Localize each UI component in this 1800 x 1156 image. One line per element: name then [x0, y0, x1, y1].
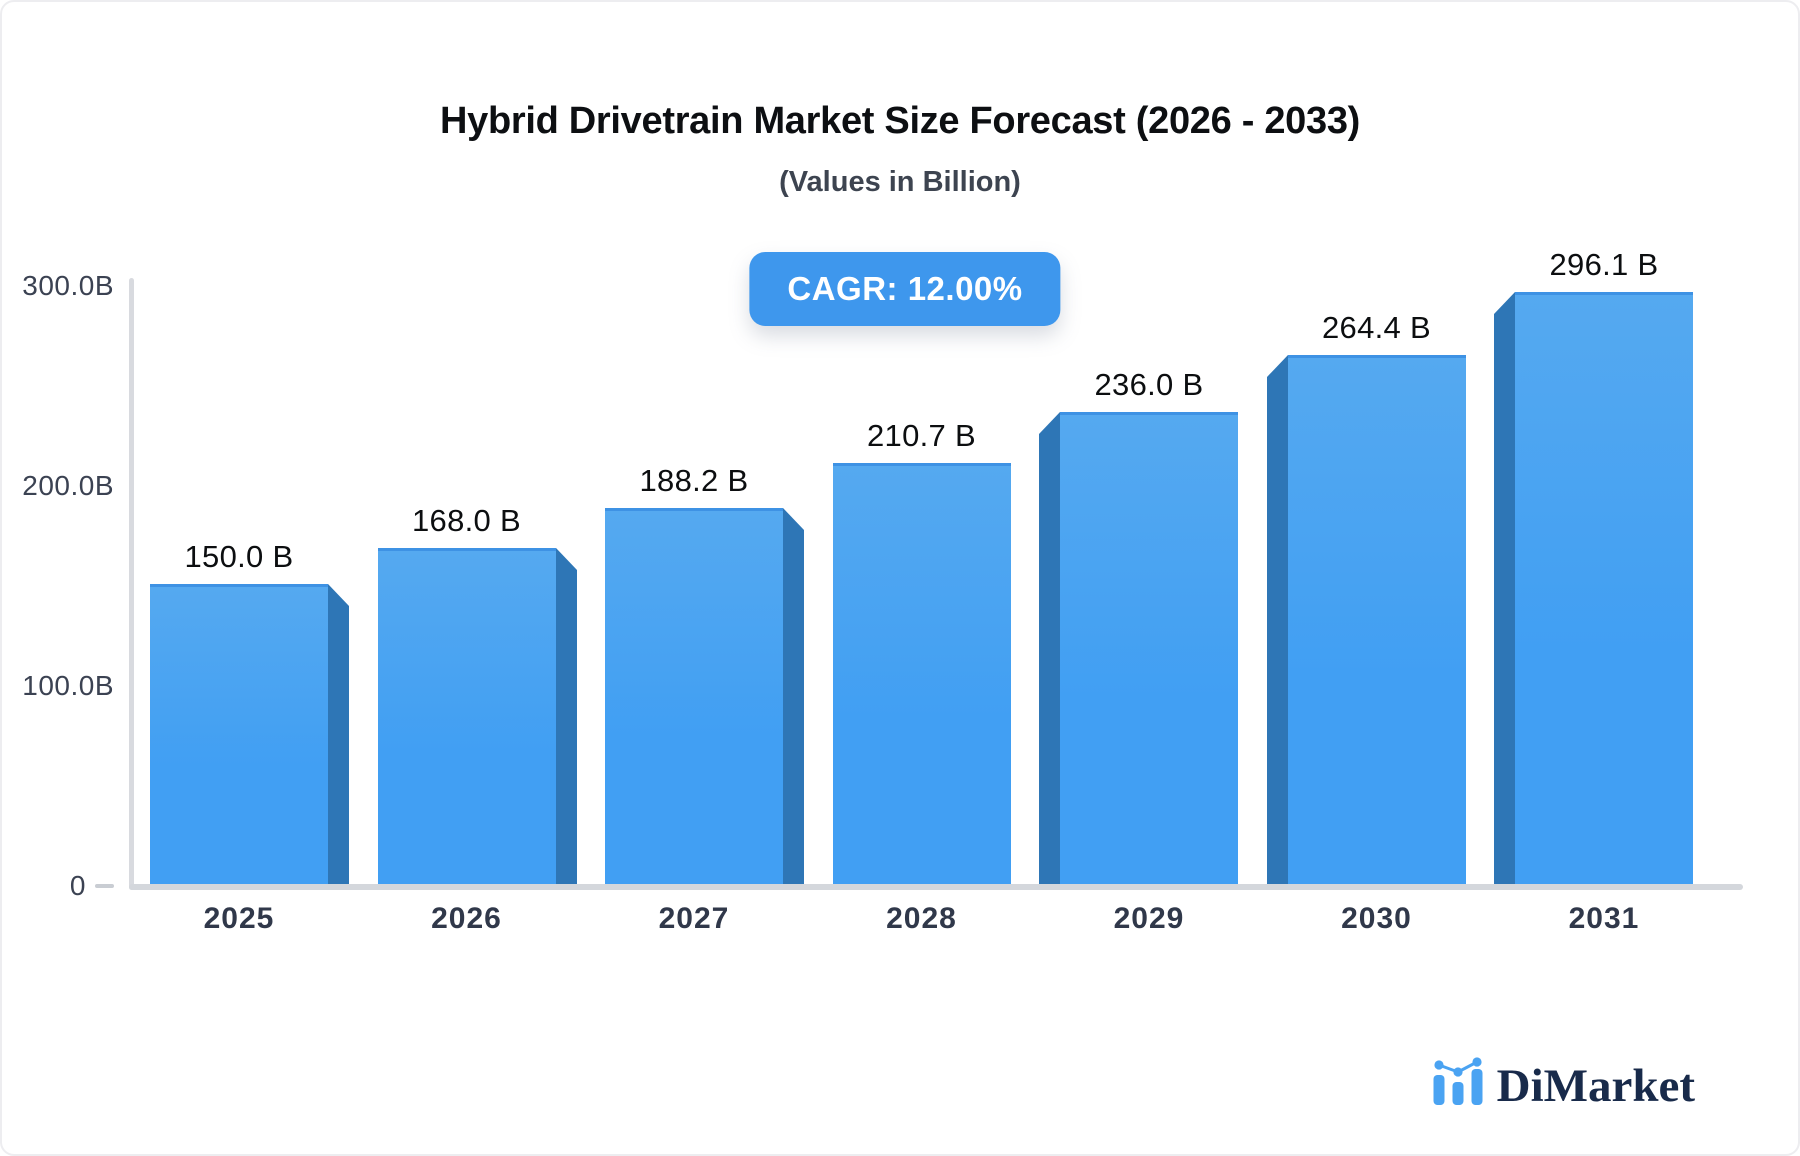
- bar-value-label-2030: 264.4 B: [1322, 310, 1431, 345]
- bar-chart-logo-icon: [1432, 1055, 1484, 1110]
- bar-3d-side-2026: [556, 548, 577, 884]
- x-axis-label-2030: 2030: [1341, 902, 1412, 935]
- bar-value-label-2026: 168.0 B: [412, 503, 521, 538]
- bar-2025: [150, 584, 328, 884]
- cagr-badge-label: CAGR: 12.00%: [787, 270, 1023, 307]
- bar-value-label-2025: 150.0 B: [184, 539, 294, 574]
- x-axis-label-2029: 2029: [1113, 902, 1185, 935]
- bar-2031: [1515, 292, 1693, 884]
- y-tick-label: 200.0B: [22, 470, 114, 501]
- bar-value-label-2027: 188.2 B: [639, 463, 749, 498]
- y-tick-label: 0: [69, 870, 86, 901]
- x-axis-label-2025: 2025: [203, 902, 275, 935]
- y-tick-300: 300.0B: [0, 270, 114, 301]
- x-axis-line: [129, 884, 1743, 890]
- y-tick-label: 100.0B: [22, 670, 114, 701]
- x-axis-label-2031: 2031: [1568, 902, 1640, 935]
- chart-subtitle: (Values in Billion): [779, 166, 1021, 198]
- bar-3d-side-2027: [783, 508, 804, 884]
- y-axis-line: [129, 278, 134, 890]
- cagr-badge: CAGR: 12.00%: [749, 252, 1061, 326]
- chart-title: Hybrid Drivetrain Market Size Forecast (…: [439, 100, 1361, 142]
- bar-2029: [1060, 412, 1238, 884]
- bar-3d-side-2030: [1267, 355, 1288, 884]
- x-axis-label-2026: 2026: [431, 902, 502, 935]
- bar-2028: [833, 463, 1011, 884]
- x-axis-label-2027: 2027: [658, 902, 730, 935]
- x-axis-label-2028: 2028: [886, 902, 957, 935]
- y-tick-200: 200.0B: [0, 470, 114, 501]
- y-tick-0: 0: [0, 870, 114, 901]
- bar-2030: [1288, 355, 1466, 884]
- bar-2026: [378, 548, 556, 884]
- bar-3d-side-2029: [1039, 412, 1060, 884]
- bar-2027: [605, 508, 783, 884]
- bar-3d-side-2025: [328, 584, 349, 884]
- bar-3d-side-2031: [1494, 292, 1515, 884]
- zero-tick-dash: [95, 884, 114, 888]
- bar-value-label-2028: 210.7 B: [867, 418, 976, 453]
- brand-logo: DiMarket: [1432, 1055, 1695, 1110]
- y-tick-100: 100.0B: [0, 670, 114, 701]
- brand-name: DiMarket: [1496, 1060, 1695, 1112]
- bar-value-label-2031: 296.1 B: [1549, 247, 1659, 282]
- y-tick-label: 300.0B: [22, 270, 114, 301]
- bar-value-label-2029: 236.0 B: [1094, 367, 1204, 402]
